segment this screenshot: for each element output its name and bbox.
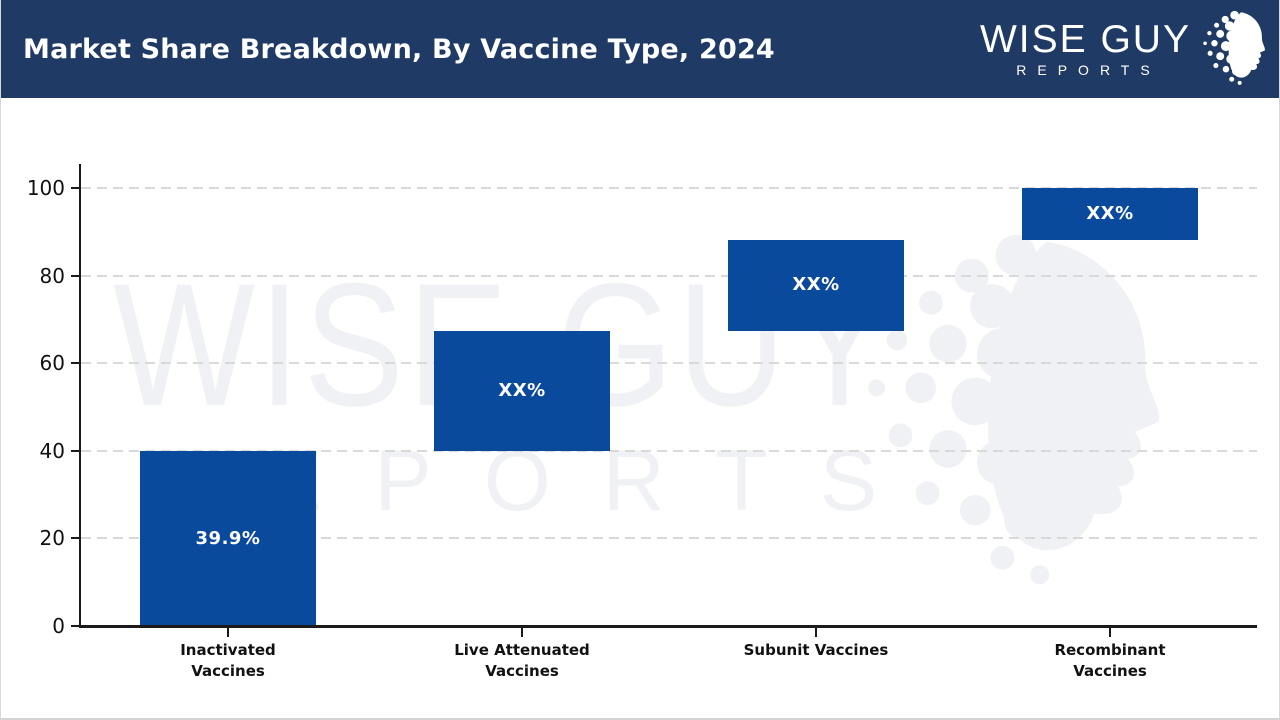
bar [140,451,316,626]
x-category-label: Inactivated Vaccines [180,641,276,680]
y-tick-mark [71,362,79,365]
x-tick-mark [815,628,817,637]
y-tick-label: 100 [26,176,65,200]
wiseguy-logo: WISE GUY REPORTS [979,9,1279,89]
y-tick-label: 60 [39,351,65,376]
y-tick-mark [71,274,79,277]
y-tick-mark [71,187,79,189]
logo-wordmark: WISE GUY [979,17,1191,61]
grid-line [81,362,1257,365]
y-tick-mark [71,537,79,540]
y-tick-label: 40 [39,438,65,463]
x-category-label: Subunit Vaccines [743,641,889,659]
x-category-label: Recombinant Vaccines [1054,641,1166,680]
header-bar: Market Share Breakdown, By Vaccine Type,… [1,0,1279,98]
bar-value-label: XX% [1086,202,1134,224]
x-category-label: Live Attenuated Vaccines [454,641,590,680]
x-tick-mark [1109,628,1111,637]
bar [434,330,610,452]
y-tick-mark [71,449,79,452]
grid-line [81,187,1257,189]
logo-subtitle: REPORTS [1016,62,1161,79]
x-tick-mark [227,628,229,637]
grid-line [81,449,1257,452]
y-tick-label: 0 [52,614,65,638]
bar-value-label: XX% [792,274,840,296]
y-tick-label: 20 [39,526,65,551]
x-tick-mark [521,628,523,637]
y-tick-label: 80 [39,263,65,288]
bar-value-label: 39.9% [195,527,261,549]
page-title: Market Share Breakdown, By Vaccine Type,… [23,33,775,65]
y-axis-spine [79,164,81,628]
grid-line [81,274,1257,277]
x-axis-spine [79,625,1257,628]
bar-value-label: XX% [498,380,546,401]
y-tick-mark [71,625,79,627]
grid-line [81,537,1257,540]
bar [1022,188,1198,240]
logo-text: WISE GUY REPORTS [979,17,1191,79]
